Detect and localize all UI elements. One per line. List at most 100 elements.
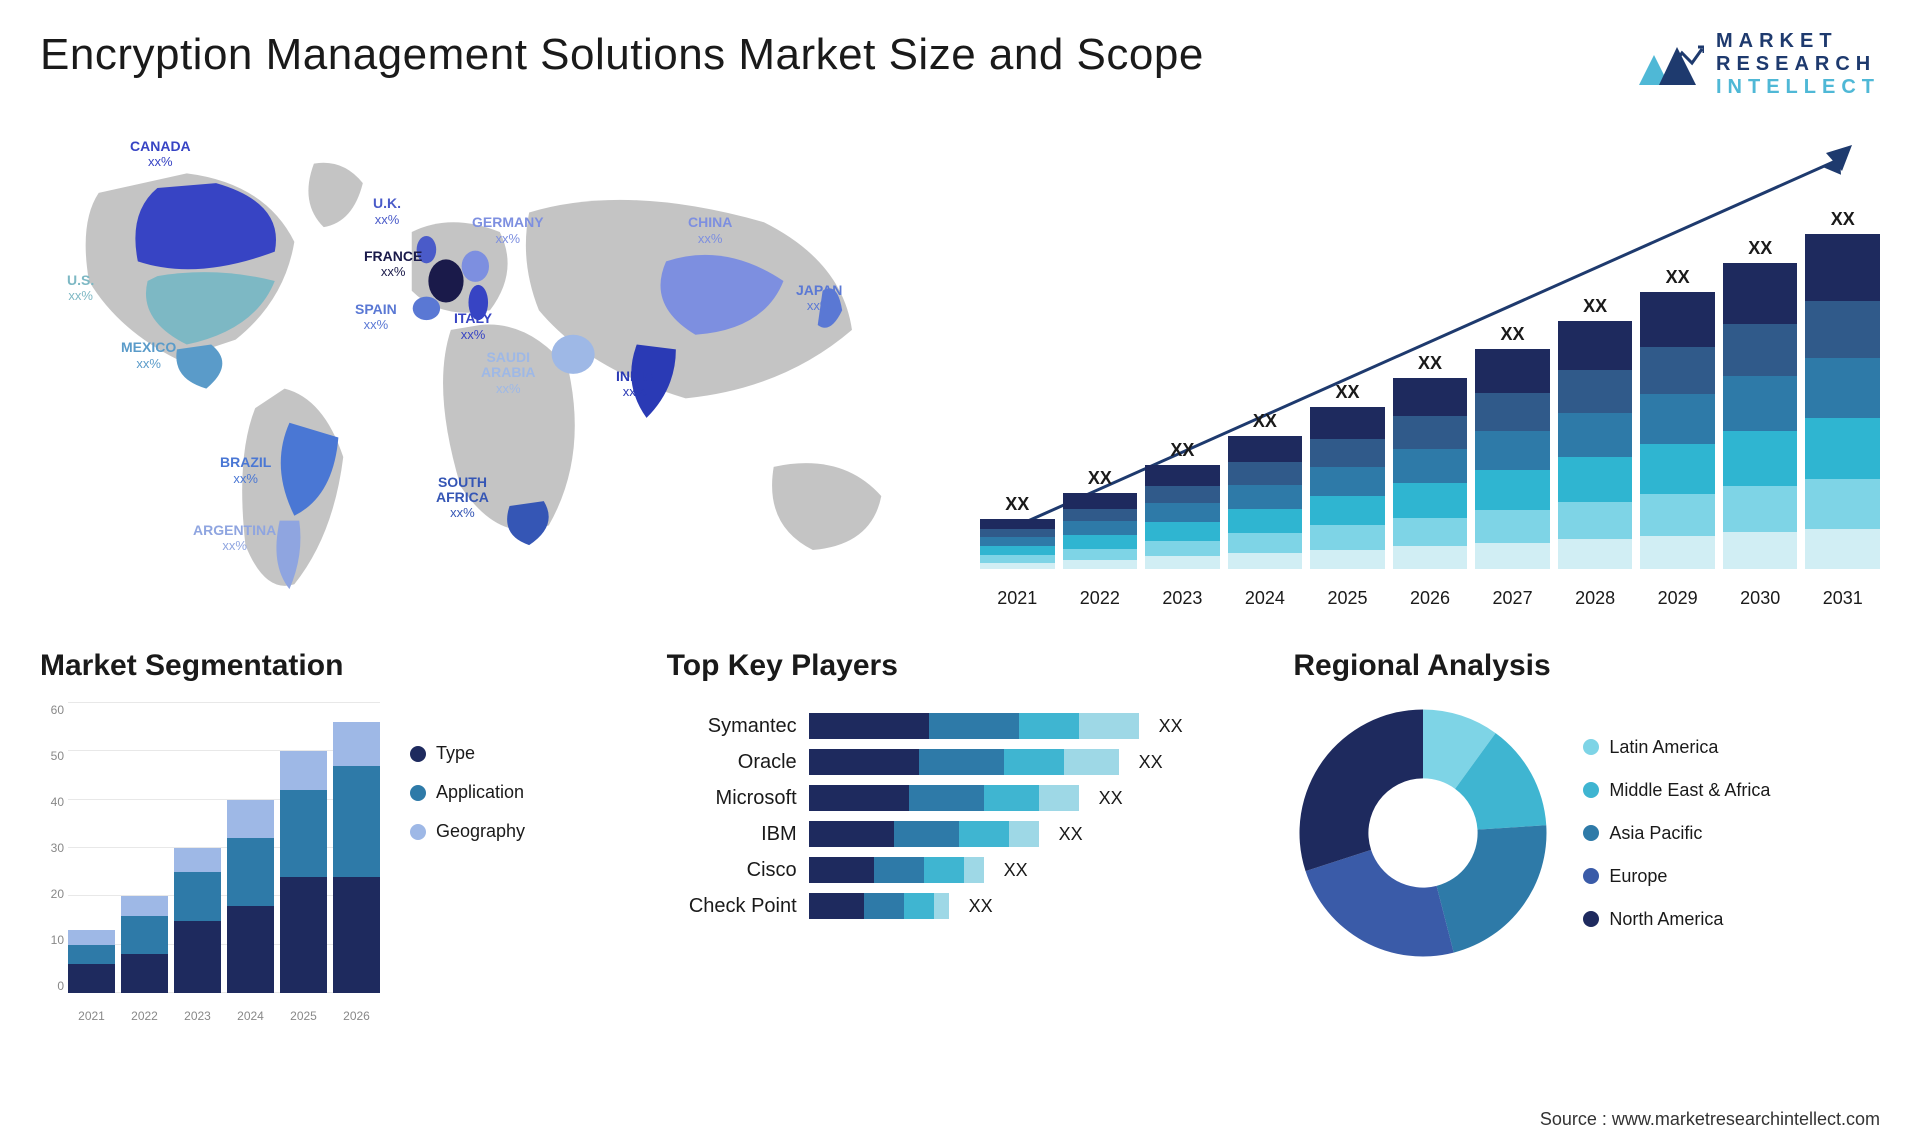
map-label-saudi-arabia: SAUDIARABIAxx% bbox=[481, 350, 535, 396]
player-name: Check Point bbox=[667, 895, 797, 918]
map-label-germany: GERMANYxx% bbox=[472, 215, 544, 246]
player-row-oracle: OracleXX bbox=[667, 749, 1254, 775]
map-region-spain bbox=[413, 297, 440, 320]
regional-legend: Latin America Middle East & Africa Asia Pa… bbox=[1583, 737, 1770, 930]
map-label-italy: ITALYxx% bbox=[454, 311, 492, 342]
player-value: XX bbox=[969, 896, 993, 917]
map-label-south-africa: SOUTHAFRICAxx% bbox=[436, 475, 489, 521]
seg-bar-2022 bbox=[121, 896, 168, 993]
regional-legend-item: Europe bbox=[1583, 866, 1770, 887]
map-label-u.s.: U.S.xx% bbox=[67, 273, 94, 304]
player-value: XX bbox=[1159, 716, 1183, 737]
segmentation-chart: 6050403020100 202120222023202420252026 bbox=[40, 703, 380, 1023]
regional-section: Regional Analysis Latin AmericaMiddle Ea… bbox=[1293, 649, 1880, 1069]
main-bar-xlabel: 2031 bbox=[1805, 588, 1880, 609]
seg-ytick: 10 bbox=[51, 933, 64, 947]
seg-ytick: 20 bbox=[51, 887, 64, 901]
seg-xlabel: 2024 bbox=[227, 1009, 274, 1023]
seg-ytick: 0 bbox=[57, 979, 64, 993]
seg-bar-2026 bbox=[333, 722, 380, 993]
player-row-symantec: SymantecXX bbox=[667, 713, 1254, 739]
regional-legend-item: Latin America bbox=[1583, 737, 1770, 758]
seg-xlabel: 2023 bbox=[174, 1009, 221, 1023]
map-label-japan: JAPANxx% bbox=[796, 283, 842, 314]
player-bar bbox=[809, 893, 949, 919]
main-bar-2025: XX bbox=[1310, 382, 1385, 569]
map-label-india: INDIAxx% bbox=[616, 369, 654, 400]
main-bar-2028: XX bbox=[1558, 296, 1633, 569]
main-bar-value: XX bbox=[1748, 238, 1772, 259]
key-players-chart: SymantecXXOracleXXMicrosoftXXIBMXXCiscoX… bbox=[667, 703, 1254, 919]
main-bar-2024: XX bbox=[1228, 411, 1303, 569]
logo-line3: INTELLECT bbox=[1716, 76, 1880, 99]
donut-slice-europe bbox=[1306, 850, 1454, 957]
donut-slice-asia-pacific bbox=[1437, 825, 1547, 952]
player-row-ibm: IBM XX bbox=[667, 821, 1254, 847]
seg-legend-item: Type bbox=[410, 743, 525, 764]
player-bar bbox=[809, 713, 1139, 739]
main-bar-2029: XX bbox=[1640, 267, 1715, 569]
main-bar-xlabel: 2030 bbox=[1723, 588, 1798, 609]
map-region-germany bbox=[462, 251, 489, 282]
top-row: CANADAxx%U.S.xx%MEXICOxx%BRAZILxx%ARGENT… bbox=[40, 129, 1880, 609]
logo-line1: MARKET bbox=[1716, 30, 1880, 53]
player-value: XX bbox=[1004, 860, 1028, 881]
regional-legend-item: Asia Pacific bbox=[1583, 823, 1770, 844]
regional-donut bbox=[1293, 703, 1553, 963]
seg-bar-2024 bbox=[227, 800, 274, 993]
seg-bar-2025 bbox=[280, 751, 327, 993]
main-bar-xlabel: 2022 bbox=[1063, 588, 1138, 609]
page-title: Encryption Management Solutions Market S… bbox=[40, 30, 1204, 80]
player-value: XX bbox=[1099, 788, 1123, 809]
main-bar-2030: XX bbox=[1723, 238, 1798, 569]
player-bar bbox=[809, 785, 1079, 811]
main-bar-xlabel: 2026 bbox=[1393, 588, 1468, 609]
map-region-mexico bbox=[176, 345, 222, 389]
main-bar-xlabel: 2021 bbox=[980, 588, 1055, 609]
donut-slice-north-america bbox=[1300, 710, 1424, 872]
main-bar-xlabel: 2028 bbox=[1558, 588, 1633, 609]
segmentation-legend: Type Application Geography bbox=[410, 703, 525, 842]
map-region-france bbox=[428, 259, 463, 302]
player-bar bbox=[809, 749, 1119, 775]
main-bar-xlabel: 2024 bbox=[1228, 588, 1303, 609]
seg-legend-item: Application bbox=[410, 782, 525, 803]
map-region-safrica bbox=[507, 501, 549, 545]
seg-ytick: 30 bbox=[51, 841, 64, 855]
key-players-section: Top Key Players SymantecXXOracleXXMicros… bbox=[667, 649, 1254, 1069]
map-label-u.k.: U.K.xx% bbox=[373, 196, 401, 227]
map-label-argentina: ARGENTINAxx% bbox=[193, 523, 276, 554]
seg-bar-2023 bbox=[174, 848, 221, 993]
main-bar-value: XX bbox=[1170, 440, 1194, 461]
seg-xlabel: 2022 bbox=[121, 1009, 168, 1023]
main-bar-2022: XX bbox=[1063, 468, 1138, 569]
main-bar-xlabel: 2025 bbox=[1310, 588, 1385, 609]
logo-line2: RESEARCH bbox=[1716, 53, 1880, 76]
segmentation-section: Market Segmentation 6050403020100 202120… bbox=[40, 649, 627, 1069]
map-label-spain: SPAINxx% bbox=[355, 302, 397, 333]
seg-ytick: 60 bbox=[51, 703, 64, 717]
main-bar-value: XX bbox=[1583, 296, 1607, 317]
map-label-france: FRANCExx% bbox=[364, 249, 422, 280]
brand-logo: MARKET RESEARCH INTELLECT bbox=[1634, 30, 1880, 99]
main-bar-value: XX bbox=[1666, 267, 1690, 288]
main-bar-2023: XX bbox=[1145, 440, 1220, 569]
key-players-title: Top Key Players bbox=[667, 649, 1254, 683]
main-bar-value: XX bbox=[1335, 382, 1359, 403]
main-bar-2027: XX bbox=[1475, 324, 1550, 569]
bottom-row: Market Segmentation 6050403020100 202120… bbox=[40, 649, 1880, 1069]
player-row-cisco: CiscoXX bbox=[667, 857, 1254, 883]
main-bar-xlabel: 2023 bbox=[1145, 588, 1220, 609]
player-value: XX bbox=[1139, 752, 1163, 773]
seg-legend-item: Geography bbox=[410, 821, 525, 842]
player-bar bbox=[809, 821, 1039, 847]
header: Encryption Management Solutions Market S… bbox=[40, 30, 1880, 99]
seg-bar-2021 bbox=[68, 930, 115, 993]
player-name: IBM bbox=[667, 823, 797, 846]
main-bar-xlabel: 2027 bbox=[1475, 588, 1550, 609]
main-bar-value: XX bbox=[1418, 353, 1442, 374]
player-row-check-point: Check Point XX bbox=[667, 893, 1254, 919]
main-bar-value: XX bbox=[1501, 324, 1525, 345]
player-value: XX bbox=[1059, 824, 1083, 845]
regional-legend-item: Middle East & Africa bbox=[1583, 780, 1770, 801]
